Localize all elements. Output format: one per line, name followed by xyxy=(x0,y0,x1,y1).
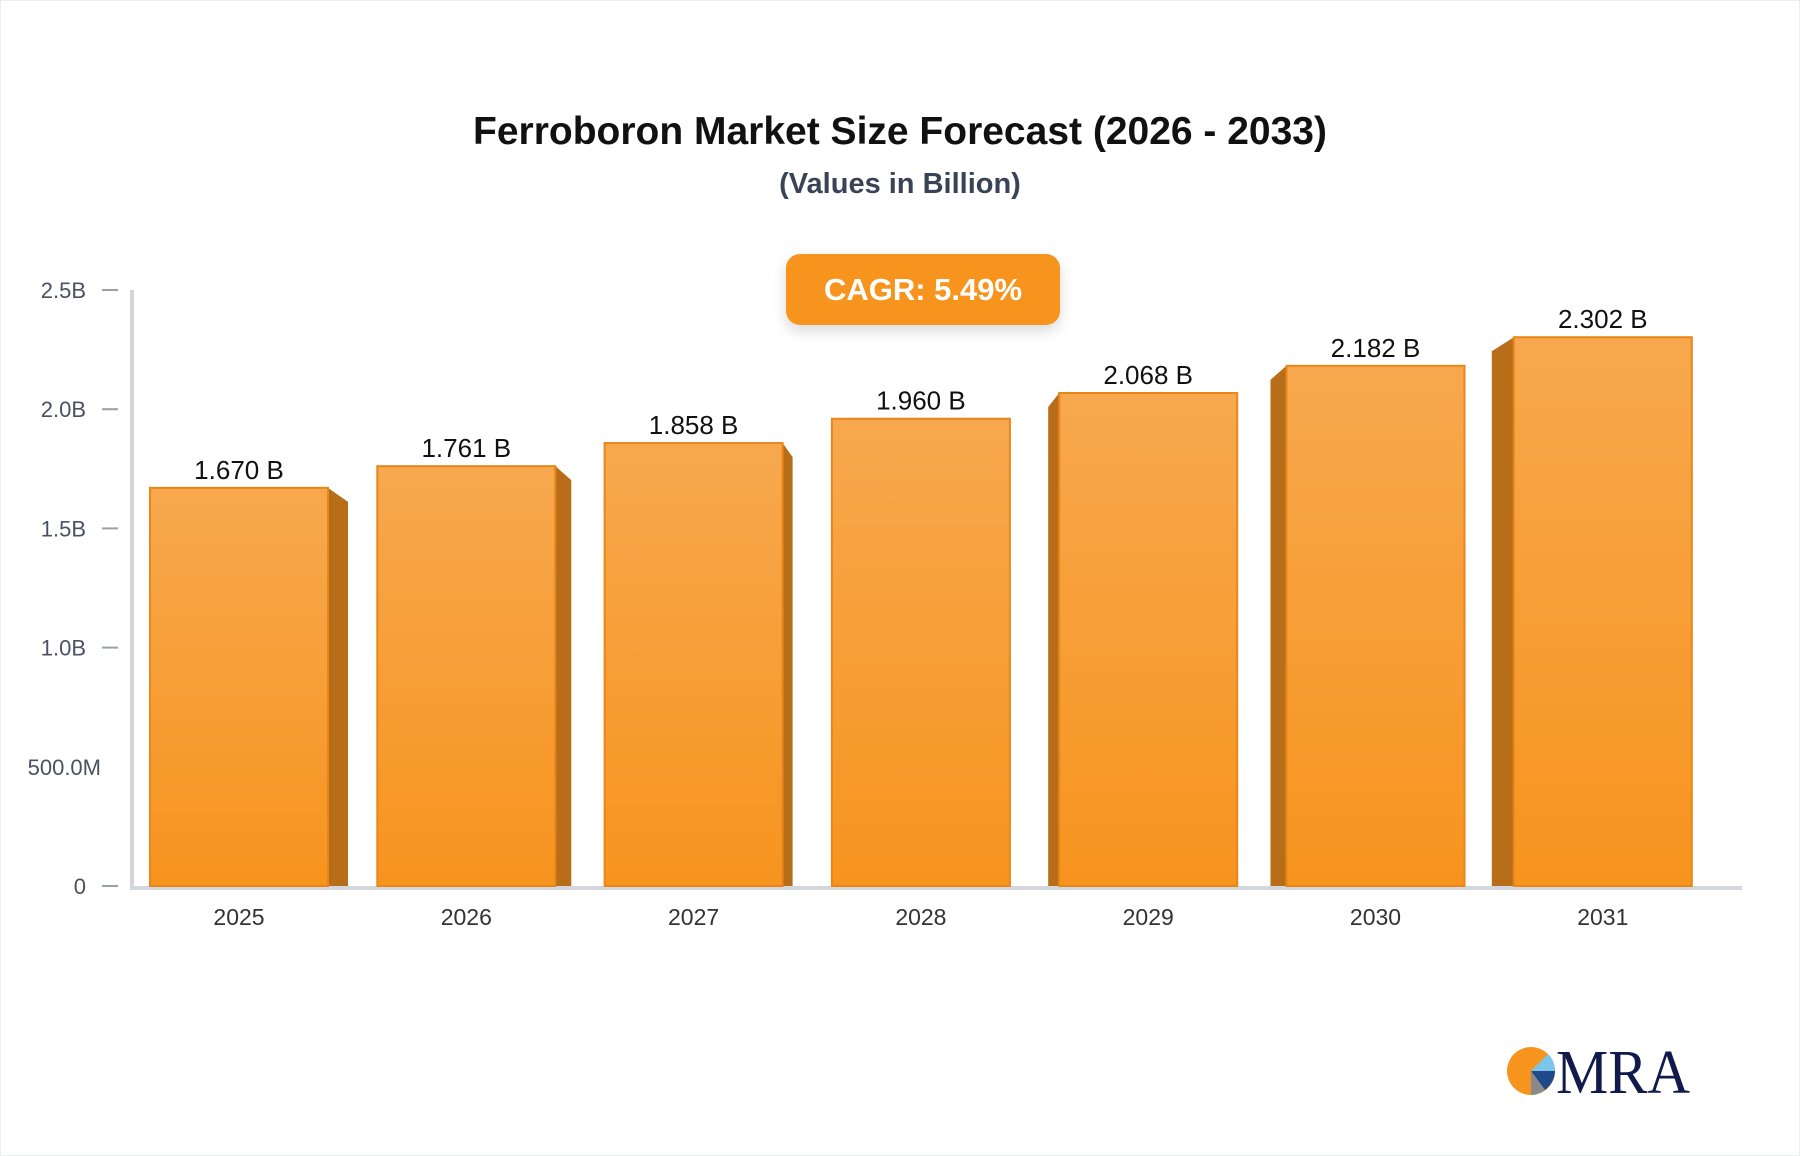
bar-2030 xyxy=(1285,364,1466,887)
bar-side xyxy=(1491,337,1514,886)
value-label: 1.761 B xyxy=(421,433,511,463)
bar-2029 xyxy=(1058,391,1239,887)
x-tick-label: 2026 xyxy=(441,904,492,930)
y-tick-label: 500.0M xyxy=(28,755,101,780)
y-tick-label: 1.0B xyxy=(41,636,86,661)
x-tick-label: 2029 xyxy=(1123,904,1174,930)
bar-side xyxy=(782,443,793,886)
svg-text:MRA: MRA xyxy=(1556,1039,1690,1107)
y-tick-label: 2.0B xyxy=(41,397,86,422)
x-tick-label: 2027 xyxy=(668,904,719,930)
bar-side xyxy=(1270,365,1287,887)
bar-side xyxy=(1048,392,1060,886)
bar-2025 xyxy=(149,486,329,887)
y-tick-label: 2.5B xyxy=(41,278,86,303)
value-label: 2.068 B xyxy=(1103,360,1193,390)
y-tick-label: 1.5B xyxy=(41,516,86,541)
bar-side xyxy=(555,466,572,886)
bar-2027 xyxy=(603,442,784,887)
chart-title: Ferroboron Market Size Forecast (2026 - … xyxy=(473,110,1327,153)
x-tick-label: 2025 xyxy=(213,904,264,930)
value-label: 2.302 B xyxy=(1558,304,1648,334)
bar-2031 xyxy=(1512,336,1693,887)
cagr-badge: CAGR: 5.49% xyxy=(786,254,1060,325)
x-tick-label: 2031 xyxy=(1577,904,1628,930)
mra-logo: MRA xyxy=(1507,1039,1690,1107)
value-label: 2.182 B xyxy=(1331,333,1421,363)
bar-side xyxy=(328,487,348,886)
bar-2028 xyxy=(830,417,1011,887)
x-tick-label: 2028 xyxy=(895,904,946,930)
value-label: 1.670 B xyxy=(194,455,284,485)
y-tick-label: 0 xyxy=(74,874,86,899)
x-tick-label: 2030 xyxy=(1350,904,1401,930)
bar-2026 xyxy=(376,465,557,887)
chart-subtitle: (Values in Billion) xyxy=(779,168,1021,200)
value-label: 1.858 B xyxy=(649,410,739,440)
value-label: 1.960 B xyxy=(876,386,966,416)
